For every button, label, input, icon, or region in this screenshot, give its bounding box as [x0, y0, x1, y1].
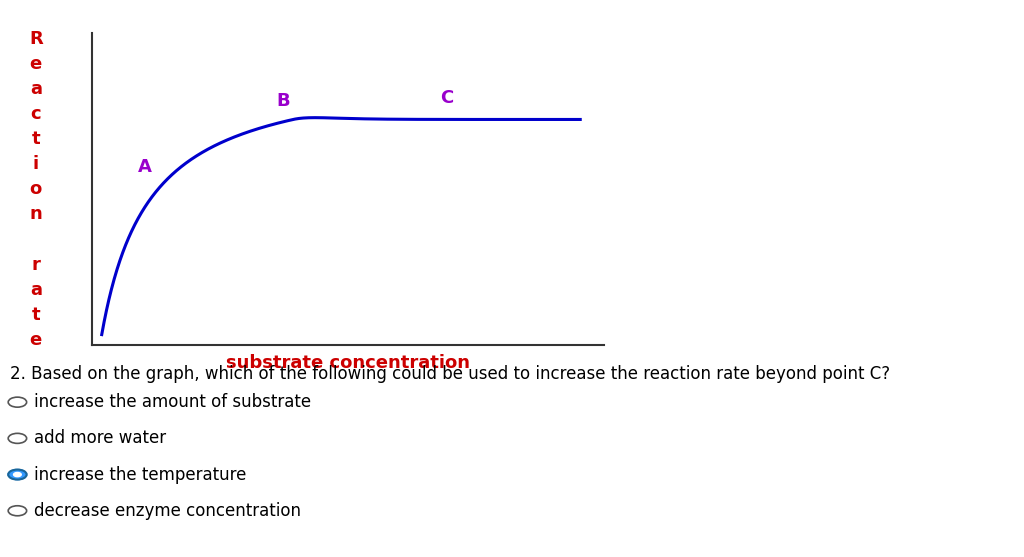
Text: R: R [29, 30, 43, 48]
Text: add more water: add more water [34, 429, 166, 447]
Text: e: e [30, 55, 42, 73]
Text: decrease enzyme concentration: decrease enzyme concentration [34, 502, 301, 520]
Text: increase the amount of substrate: increase the amount of substrate [34, 393, 311, 411]
Text: o: o [30, 180, 42, 198]
Text: n: n [30, 206, 42, 223]
Text: B: B [276, 91, 291, 110]
Text: a: a [30, 80, 42, 98]
Text: c: c [31, 105, 41, 123]
Text: 2. Based on the graph, which of the following could be used to increase the reac: 2. Based on the graph, which of the foll… [10, 365, 890, 383]
Text: t: t [32, 306, 40, 324]
Text: i: i [33, 155, 39, 173]
Text: increase the temperature: increase the temperature [34, 466, 246, 483]
Text: a: a [30, 281, 42, 299]
Text: A: A [138, 158, 152, 176]
Text: C: C [439, 89, 453, 108]
Text: r: r [32, 256, 40, 273]
X-axis label: substrate concentration: substrate concentration [226, 354, 470, 372]
Text: e: e [30, 331, 42, 349]
Text: t: t [32, 130, 40, 148]
